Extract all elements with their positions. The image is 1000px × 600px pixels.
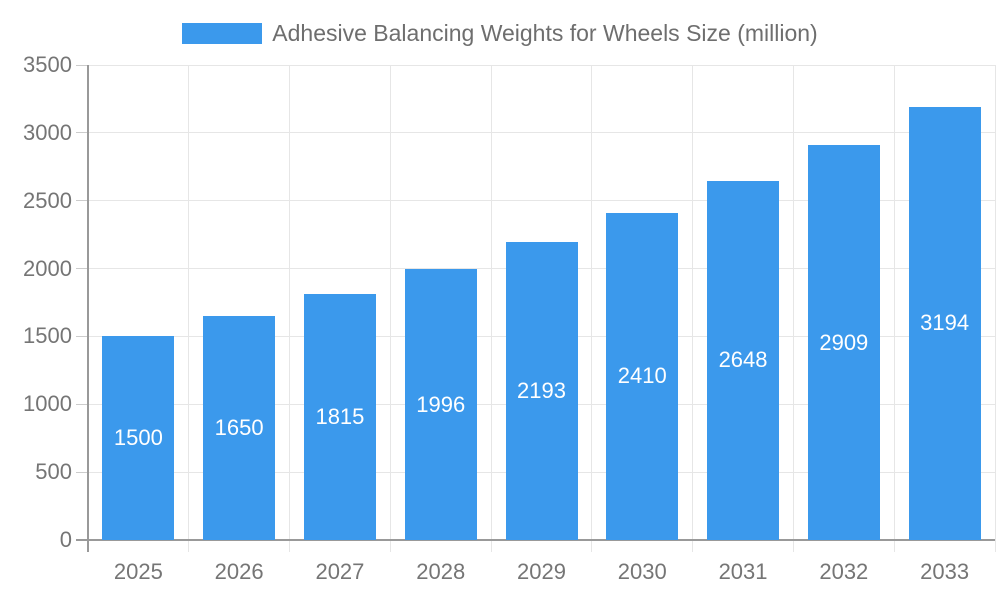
gridline-vertical xyxy=(591,65,593,552)
bar-2026[interactable]: 1650 xyxy=(203,316,276,540)
bar-2028[interactable]: 1996 xyxy=(404,269,477,540)
chart-legend[interactable]: Adhesive Balancing Weights for Wheels Si… xyxy=(0,20,1000,47)
y-axis-line xyxy=(87,65,89,552)
gridline-vertical xyxy=(490,65,492,552)
y-axis-label: 2000 xyxy=(23,255,72,281)
gridline-horizontal xyxy=(88,132,995,134)
x-axis-label: 2025 xyxy=(113,559,163,584)
bar-2025[interactable]: 1500 xyxy=(102,336,175,540)
x-axis-label: 2026 xyxy=(214,559,264,584)
y-axis-tick xyxy=(76,132,88,134)
gridline-vertical xyxy=(792,65,794,552)
y-axis-label: 2500 xyxy=(23,187,72,213)
y-axis-label: 0 xyxy=(59,527,72,552)
bar-value-label: 2909 xyxy=(819,329,869,355)
x-axis-label: 2033 xyxy=(920,559,970,584)
bar-2030[interactable]: 2410 xyxy=(606,212,679,540)
y-axis-tick xyxy=(76,200,88,202)
y-axis-tick xyxy=(76,403,88,405)
x-axis-line xyxy=(76,539,995,541)
gridline-vertical xyxy=(188,65,190,552)
bar-value-label: 2410 xyxy=(617,363,667,389)
legend-label: Adhesive Balancing Weights for Wheels Si… xyxy=(272,20,818,46)
gridline-horizontal xyxy=(88,200,995,202)
x-axis-label: 2032 xyxy=(819,559,869,584)
bar-2029[interactable]: 2193 xyxy=(505,242,578,540)
bar-value-label: 2648 xyxy=(718,347,768,373)
x-axis-label: 2027 xyxy=(315,559,365,584)
bar-2027[interactable]: 1815 xyxy=(303,293,376,540)
y-axis-label: 3500 xyxy=(23,52,72,77)
y-axis-tick xyxy=(76,471,88,473)
gridline-vertical xyxy=(994,65,996,552)
x-axis-label: 2028 xyxy=(416,559,466,584)
legend-swatch xyxy=(182,23,263,44)
bar-value-label: 1500 xyxy=(113,425,163,451)
bar-value-label: 1996 xyxy=(416,391,466,417)
x-axis-label: 2031 xyxy=(718,559,768,584)
y-axis-label: 3000 xyxy=(23,119,72,145)
bar-2032[interactable]: 2909 xyxy=(807,145,880,540)
y-axis-tick xyxy=(76,268,88,270)
gridline-vertical xyxy=(389,65,391,552)
bar-value-label: 2193 xyxy=(517,378,566,404)
y-axis-label: 500 xyxy=(35,459,72,485)
y-axis-tick xyxy=(76,335,88,337)
gridline-horizontal xyxy=(88,64,995,66)
y-axis-label: 1000 xyxy=(23,391,72,417)
bar-2031[interactable]: 2648 xyxy=(707,180,780,540)
bar-value-label: 1650 xyxy=(214,415,264,441)
x-axis-label: 2029 xyxy=(517,559,566,584)
y-axis-label: 1500 xyxy=(23,323,72,349)
gridline-vertical xyxy=(692,65,694,552)
gridline-vertical xyxy=(289,65,291,552)
x-axis-label: 2030 xyxy=(617,559,667,584)
bar-value-label: 1815 xyxy=(315,403,365,429)
bar-value-label: 3194 xyxy=(920,310,970,336)
y-axis-tick xyxy=(76,64,88,66)
gridline-vertical xyxy=(893,65,895,552)
bar-2033[interactable]: 3194 xyxy=(908,106,981,540)
